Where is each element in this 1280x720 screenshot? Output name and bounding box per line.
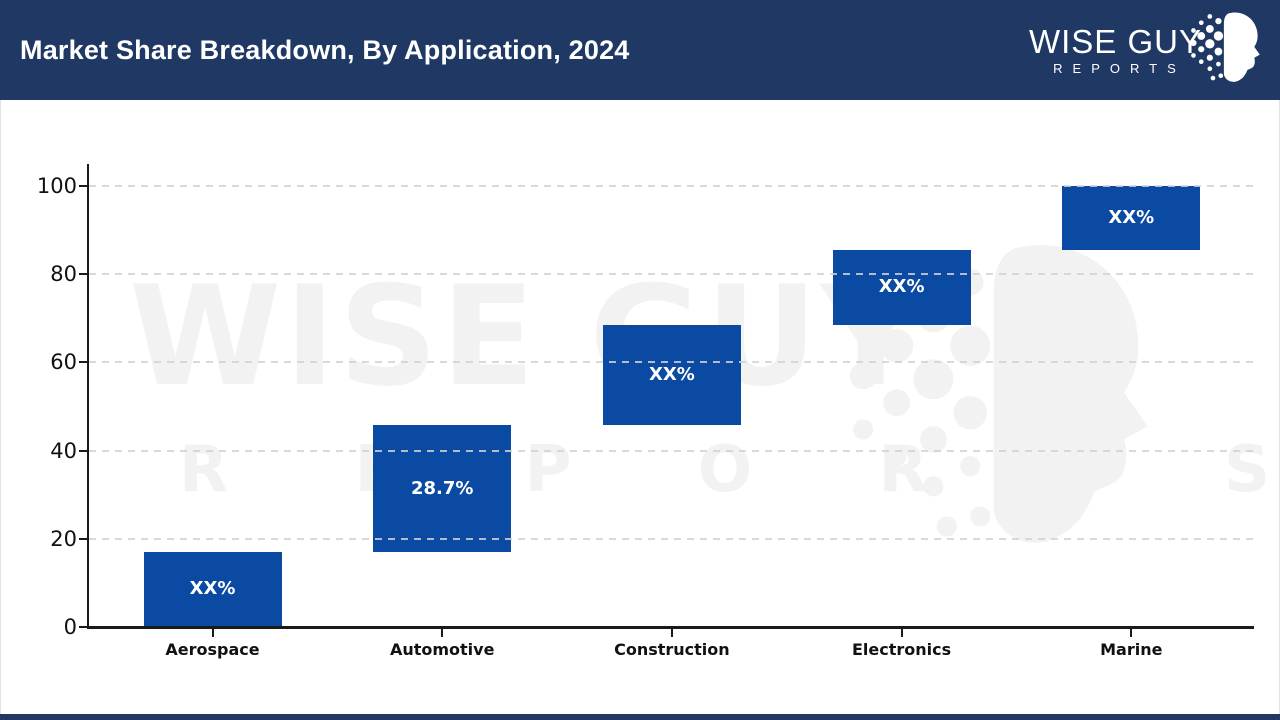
category-label-construction: Construction [614,640,730,659]
bar-label-automotive: 28.7% [410,477,474,499]
x-tick-electronics [900,629,903,637]
category-label-marine: Marine [1100,640,1163,659]
watermark-text: WISE GUY [129,256,924,417]
gridline-60 [89,361,1254,364]
y-tick-label-40: 40 [50,438,77,463]
wise-guy-face-icon [1190,12,1260,82]
bar-construction [602,324,741,426]
bar-label-aerospace: XX% [189,578,236,600]
x-tick-aerospace [211,629,214,637]
category-label-electronics: Electronics [852,640,952,659]
y-tick-label-60: 60 [50,350,77,375]
gridline-100 [89,184,1254,187]
y-tick-60 [79,361,87,364]
y-tick-100 [79,184,87,187]
y-axis-line [87,163,89,629]
gridline-20 [89,537,1254,540]
chart-canvas: WISE GUY R E P O R T S 0 20 40 60 80 100 XX% Ae… [0,100,1280,714]
brand-logo: WISE GUY REPORTS [1029,7,1266,93]
bar-label-construction: XX% [648,364,695,386]
brand-subname: REPORTS [1053,60,1186,76]
y-tick-40 [79,449,87,452]
y-tick-label-0: 0 [63,615,77,639]
footer-bar [0,714,1280,720]
x-tick-automotive [441,629,444,637]
bar-label-marine: XX% [1108,207,1155,228]
y-tick-0 [79,626,87,628]
x-tick-marine [1130,629,1133,637]
y-tick-80 [79,273,87,276]
bar-automotive [373,425,512,552]
bar-label-electronics: XX% [878,276,925,298]
gridline-80 [89,273,1254,276]
x-axis-line [87,626,1254,629]
header-bar: Market Share Breakdown, By Application, … [0,0,1280,100]
gridline-40 [89,449,1254,452]
y-tick-label-80: 80 [50,262,77,287]
y-tick-label-100: 100 [36,173,77,198]
brand-name: WISE GUY [1028,22,1202,60]
x-tick-construction [670,629,673,637]
page-title: Market Share Breakdown, By Application, … [20,34,630,65]
category-label-aerospace: Aerospace [165,640,260,659]
bar-aerospace [143,551,282,627]
y-tick-20 [79,537,87,540]
y-tick-label-20: 20 [50,526,77,551]
category-label-automotive: Automotive [389,640,495,659]
brand-logo-text: WISE GUY REPORTS [1029,25,1202,76]
bar-marine [1062,185,1201,251]
bar-electronics [832,250,971,325]
